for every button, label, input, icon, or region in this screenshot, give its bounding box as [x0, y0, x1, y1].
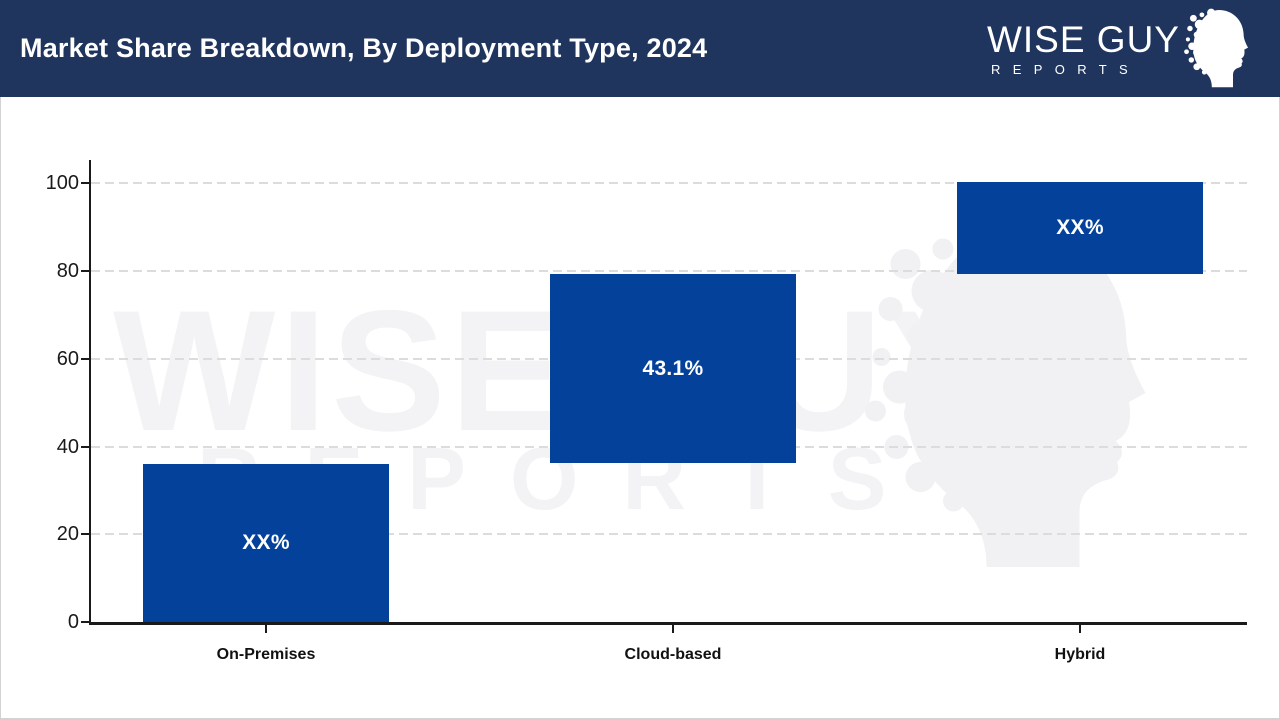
- wise-guy-logo: WISE GUY REPORTS: [987, 8, 1262, 90]
- bar-value-label: 43.1%: [642, 356, 704, 380]
- logo-subname: REPORTS: [990, 62, 1141, 77]
- y-tick-label: 40: [56, 435, 79, 458]
- x-category-label-cloud-based: Cloud-based: [624, 646, 722, 663]
- face-profile-icon: [1184, 8, 1249, 87]
- logo-name: WISE GUY: [986, 19, 1180, 60]
- plot-area: 0 20 40 60 80 100 On-Premises Cloud-based Hybrid…: [46, 160, 1247, 663]
- y-gridline: [91, 270, 1247, 273]
- bar-value-label: XX%: [1056, 216, 1104, 240]
- y-gridline: [91, 182, 1247, 185]
- y-tick-mark: [81, 445, 89, 448]
- y-gridline: [91, 533, 1247, 536]
- y-tick-mark: [81, 357, 89, 360]
- y-tick-label: 20: [56, 523, 79, 546]
- y-tick-label: 80: [56, 260, 79, 283]
- header-bar: Market Share Breakdown, By Deployment Ty…: [0, 0, 1280, 97]
- bar-on-premises: XX%: [143, 464, 389, 622]
- y-tick-label: 0: [67, 611, 79, 633]
- x-category-label-on-premises: On-Premises: [216, 646, 316, 663]
- chart-section: WISE GUY REPORTS 0 20 40 60 80 100 On-Premises…: [0, 97, 1280, 720]
- y-tick-label: 60: [56, 347, 79, 370]
- bar-value-label: XX%: [242, 531, 290, 555]
- y-tick-label: 100: [45, 172, 79, 195]
- y-tick-mark: [81, 182, 89, 185]
- y-tick-mark: [81, 533, 89, 536]
- x-tick-mark: [1079, 625, 1081, 633]
- x-tick-mark: [672, 625, 674, 633]
- x-tick-mark: [265, 625, 267, 633]
- x-category-label-hybrid: Hybrid: [1054, 646, 1106, 663]
- bar-hybrid: XX%: [957, 182, 1203, 275]
- chart-title: Market Share Breakdown, By Deployment Ty…: [20, 33, 708, 63]
- y-tick-mark: [81, 270, 89, 273]
- bar-cloud-based: 43.1%: [550, 274, 796, 464]
- y-tick-mark: [81, 621, 89, 623]
